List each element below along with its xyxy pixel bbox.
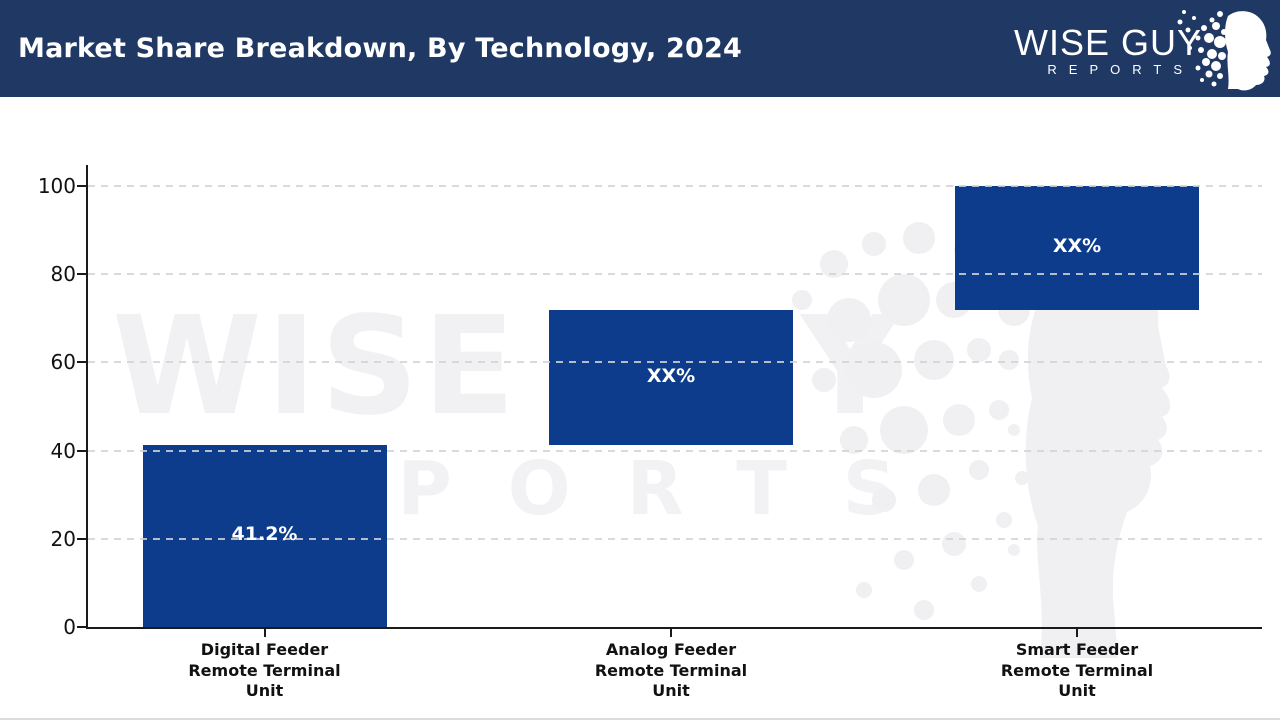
x-category-line: Smart Feeder — [1015, 640, 1139, 659]
gridline — [88, 273, 1262, 276]
x-category-line: Unit — [1058, 681, 1096, 700]
y-tick-label: 20 — [50, 526, 76, 551]
x-category-line: Remote Terminal — [1000, 660, 1154, 680]
x-category-line: Unit — [652, 681, 690, 700]
y-tick — [77, 449, 86, 452]
gridline — [88, 537, 1262, 540]
y-tick — [77, 361, 86, 364]
x-category-label: Analog Feeder Remote Terminal Unit — [531, 640, 811, 702]
x-tick — [670, 629, 672, 637]
bar-value-label: 41.2% — [231, 523, 298, 546]
x-category-label: Digital Feeder Remote Terminal Unit — [125, 640, 405, 702]
gridline — [88, 449, 1262, 452]
brand-logo-reports-text: REPORTS — [1047, 62, 1194, 77]
brand-head-icon — [1177, 10, 1271, 91]
gridline — [88, 185, 1262, 187]
bar-value-label: XX% — [1052, 235, 1102, 258]
y-tick-label: 80 — [50, 262, 76, 287]
y-tick — [77, 273, 86, 276]
brand-logo-wiseguy-text: WISE GUY — [1013, 22, 1202, 63]
y-tick — [77, 626, 86, 628]
y-tick-label: 40 — [50, 438, 76, 463]
header-bar: Market Share Breakdown, By Technology, 2… — [0, 0, 1280, 97]
y-tick-label: 0 — [63, 615, 76, 639]
bar-segment — [142, 445, 387, 627]
bar-segment — [955, 186, 1199, 311]
x-category-line: Digital Feeder — [200, 640, 329, 659]
brand-logo: WISE GUY REPORTS — [1014, 0, 1272, 97]
x-axis-line — [86, 627, 1262, 629]
page-title: Market Share Breakdown, By Technology, 2… — [18, 33, 743, 64]
y-tick-label: 60 — [50, 350, 76, 375]
y-tick — [77, 185, 86, 187]
x-category-line: Analog Feeder — [605, 640, 737, 659]
y-axis-line — [86, 165, 88, 629]
bottom-border — [0, 718, 1280, 720]
y-tick-label: 100 — [37, 174, 76, 198]
x-category-line: Remote Terminal — [594, 660, 748, 680]
bar-value-label: XX% — [646, 364, 696, 387]
x-tick — [263, 629, 266, 637]
y-tick — [77, 537, 86, 540]
x-tick — [1076, 629, 1078, 637]
x-category-line: Remote Terminal — [188, 660, 341, 680]
gridline — [88, 361, 1262, 364]
x-category-line: Unit — [245, 681, 284, 700]
x-category-label: Smart Feeder Remote Terminal Unit — [937, 640, 1217, 702]
bar-segment — [549, 310, 793, 446]
